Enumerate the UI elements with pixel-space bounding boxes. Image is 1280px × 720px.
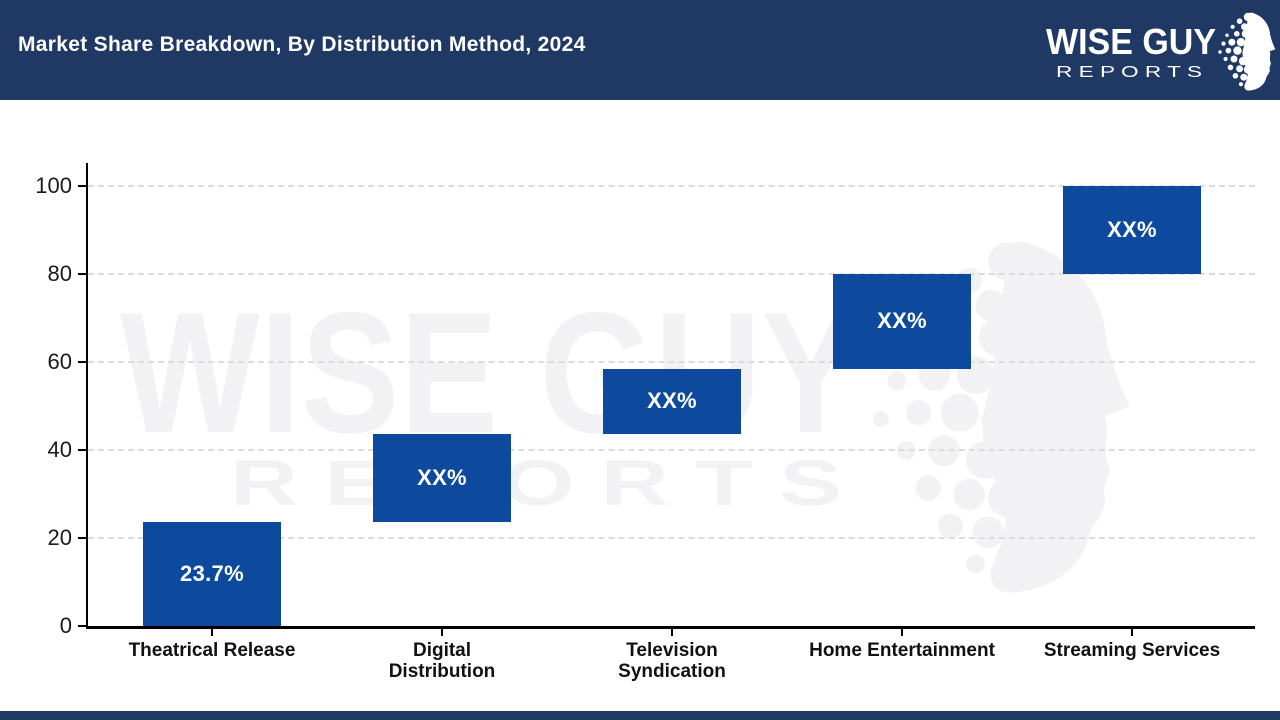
y-axis-tick — [78, 625, 86, 627]
x-axis-tick — [211, 629, 213, 636]
x-category-label: Digital Distribution — [327, 640, 557, 682]
x-axis-tick — [671, 629, 673, 636]
y-tick-label: 60 — [47, 349, 72, 374]
wise-guy-head-icon — [1218, 12, 1276, 91]
wise-guy-reports-logo: WISE GUY R E P O R T S — [1046, 12, 1276, 91]
y-tick-label: 0 — [59, 613, 72, 638]
x-category-label: Television Syndication — [557, 640, 787, 682]
x-category-label: Home Entertainment — [787, 640, 1017, 661]
bar-value-label: XX% — [417, 464, 467, 490]
y-axis-tick — [78, 537, 86, 539]
x-category-label-line: Distribution — [388, 661, 496, 682]
footer-bar — [0, 711, 1280, 720]
x-category-label-line: Syndication — [618, 661, 726, 682]
gridline — [88, 273, 1255, 275]
y-axis-tick — [78, 185, 86, 187]
x-category-label-line: Home Entertainment — [809, 640, 995, 661]
gridline — [88, 449, 1255, 451]
bar: XX% — [1063, 186, 1201, 274]
x-axis-tick — [901, 629, 903, 636]
x-axis-line — [86, 626, 1255, 629]
y-axis-tick — [78, 449, 86, 451]
bar-value-label: XX% — [647, 388, 697, 414]
bar-value-label: XX% — [1107, 217, 1157, 242]
y-tick-label: 80 — [47, 261, 72, 286]
bar: XX% — [833, 274, 971, 369]
x-category-label-line: Streaming Services — [1043, 640, 1221, 661]
gridline — [88, 537, 1255, 539]
gridline — [88, 185, 1255, 187]
header-bar: Market Share Breakdown, By Distribution … — [0, 0, 1280, 100]
y-tick-label: 100 — [35, 173, 72, 198]
bar: 23.7% — [143, 521, 281, 626]
y-tick-label: 20 — [47, 525, 72, 550]
logo-subname-text: R E P O R T S — [1056, 64, 1202, 81]
chart-title: Market Share Breakdown, By Distribution … — [18, 33, 586, 56]
gridline — [88, 361, 1255, 363]
bar: XX% — [373, 434, 511, 522]
logo-name-text: WISE GUY — [1046, 21, 1216, 62]
x-category-label: Theatrical Release — [97, 640, 327, 661]
bar: XX% — [603, 368, 741, 435]
x-category-label-line: Theatrical Release — [128, 640, 296, 661]
x-category-label-line: Television — [626, 640, 718, 661]
y-axis-tick — [78, 273, 86, 275]
x-axis-tick — [1131, 629, 1133, 636]
x-axis-tick — [441, 629, 443, 636]
bar-value-label: XX% — [877, 308, 927, 334]
y-axis-tick — [78, 361, 86, 363]
plot-area: 0 20 40 60 80 100 23.7% Theatrical Release XX% Di… — [35, 163, 1255, 682]
x-category-label: Streaming Services — [1017, 640, 1247, 661]
bar-value-label: 23.7% — [180, 560, 244, 586]
x-category-label-line: Digital — [412, 640, 472, 661]
y-tick-label: 40 — [47, 437, 72, 462]
